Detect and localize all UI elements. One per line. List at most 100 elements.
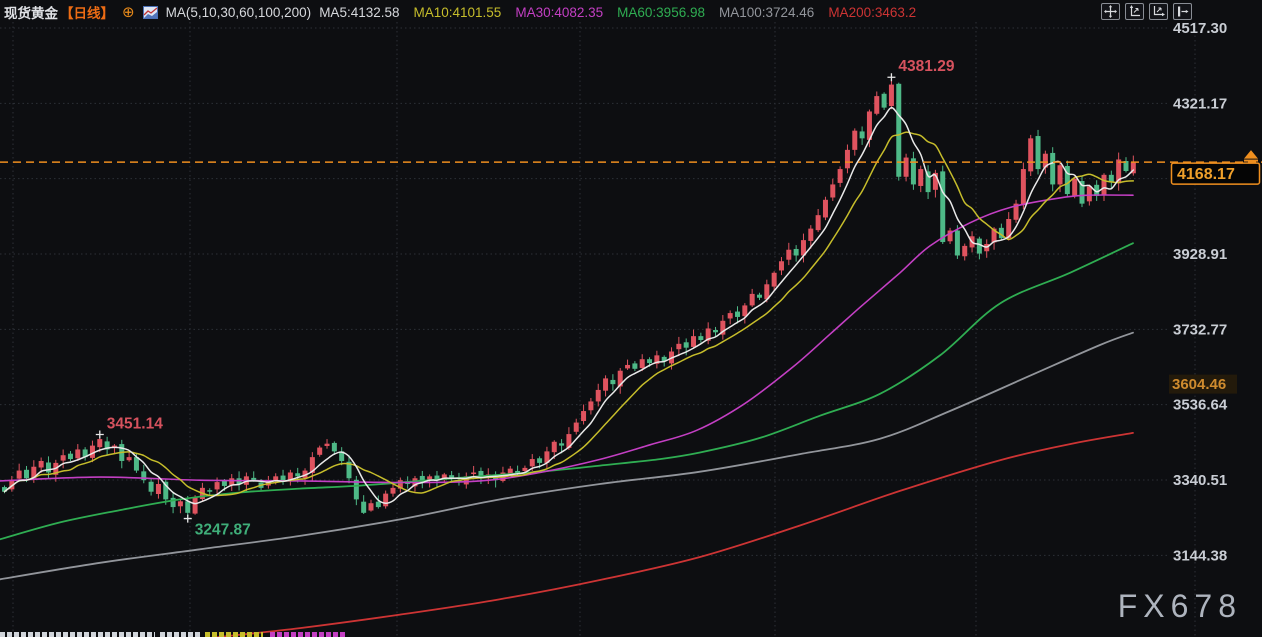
period-selector[interactable]: 【日线】 bbox=[60, 6, 114, 21]
candle-body bbox=[309, 457, 315, 473]
candle-body bbox=[111, 445, 117, 448]
candle-body bbox=[661, 356, 667, 362]
alert-price-box bbox=[1169, 374, 1237, 394]
candle-body bbox=[214, 482, 220, 490]
candle-body bbox=[837, 169, 843, 183]
candle-body bbox=[1079, 180, 1085, 204]
candle-body bbox=[31, 466, 37, 479]
candle-body bbox=[749, 293, 755, 306]
ma-legend-value-3: MA60:3956.98 bbox=[617, 4, 705, 20]
candle-body bbox=[771, 272, 777, 287]
candle-body bbox=[617, 370, 623, 387]
ma-legend-value-2: MA30:4082.35 bbox=[515, 4, 604, 20]
candle-body bbox=[23, 469, 29, 479]
last-price-arrow-icon[interactable] bbox=[1244, 150, 1258, 159]
candle-body bbox=[397, 480, 403, 489]
candle-body bbox=[998, 227, 1004, 239]
candle-body bbox=[163, 481, 169, 500]
candle-body bbox=[720, 320, 726, 335]
add-indicator-icon[interactable]: ⊕ bbox=[122, 4, 135, 21]
candle-body bbox=[588, 401, 594, 411]
axis-price-label: 3340.51 bbox=[1173, 472, 1227, 489]
candle-body bbox=[89, 445, 95, 458]
candle-body bbox=[419, 475, 425, 483]
candle-body bbox=[1101, 174, 1107, 196]
candle-body bbox=[852, 130, 858, 150]
candle-body bbox=[559, 443, 565, 446]
candle-body bbox=[991, 228, 997, 243]
candle-body bbox=[1035, 136, 1041, 170]
candle-body bbox=[632, 363, 638, 369]
candle-body bbox=[126, 457, 132, 461]
ma10-line bbox=[3, 131, 1135, 497]
axis-price-label: 3536.64 bbox=[1173, 397, 1228, 414]
candle-body bbox=[522, 467, 528, 471]
axis-price-label: 3144.38 bbox=[1173, 547, 1227, 564]
candle-body bbox=[947, 230, 953, 242]
candle-body bbox=[581, 411, 587, 422]
candle-body bbox=[45, 462, 51, 473]
candle-body bbox=[324, 443, 330, 446]
candle-body bbox=[2, 487, 7, 492]
clipped-legend-segment bbox=[205, 632, 263, 637]
candle-body bbox=[676, 343, 682, 350]
candle-body bbox=[727, 313, 733, 319]
candle-body bbox=[67, 453, 73, 460]
candle-body bbox=[918, 169, 924, 186]
axis-price-label: 4517.30 bbox=[1173, 20, 1227, 37]
candle-body bbox=[566, 434, 572, 448]
candle-body bbox=[603, 378, 609, 391]
chart-type-icon[interactable] bbox=[142, 5, 158, 19]
candle-body bbox=[705, 328, 711, 341]
axis-price-label: 4321.17 bbox=[1173, 95, 1227, 112]
ma200-line bbox=[211, 432, 1134, 637]
y-axis-scale-icon[interactable] bbox=[1125, 3, 1144, 20]
candle-body bbox=[441, 474, 447, 481]
candle-body bbox=[1042, 153, 1048, 168]
x-axis-scale-icon[interactable] bbox=[1149, 3, 1168, 20]
clipped-legend-segment bbox=[160, 632, 200, 637]
ma-legend-value-0: MA5:4132.58 bbox=[319, 4, 400, 20]
last-price-arrow-base bbox=[1244, 159, 1258, 162]
candle-body bbox=[859, 131, 865, 139]
candle-body bbox=[368, 503, 374, 511]
candle-body bbox=[229, 478, 235, 486]
ma-legend-value-5: MA200:3463.2 bbox=[828, 4, 917, 20]
candle-body bbox=[515, 470, 521, 474]
annotation-cross-icon bbox=[183, 514, 192, 523]
candle-body bbox=[1094, 184, 1100, 196]
candle-body bbox=[317, 447, 323, 455]
candle-body bbox=[815, 215, 821, 231]
candle-body bbox=[478, 470, 484, 479]
candle-body bbox=[573, 422, 579, 432]
candle-body bbox=[903, 157, 909, 177]
fx678-watermark: FX678 bbox=[1117, 588, 1242, 624]
candle-body bbox=[529, 459, 535, 467]
candle-body bbox=[647, 359, 653, 364]
candle-body bbox=[9, 480, 15, 490]
candle-body bbox=[1050, 152, 1056, 185]
candle-body bbox=[434, 475, 440, 481]
annotation-low-label: 3247.87 bbox=[195, 522, 251, 539]
candle-body bbox=[302, 470, 308, 478]
candle-body bbox=[691, 336, 697, 347]
candle-body bbox=[60, 455, 66, 461]
annotation-cross-icon bbox=[95, 430, 104, 439]
candle-body bbox=[383, 493, 389, 507]
candle-body bbox=[954, 230, 960, 256]
candle-body bbox=[1006, 219, 1012, 239]
candle-body bbox=[910, 158, 916, 185]
ma-legend-value-1: MA10:4101.55 bbox=[413, 4, 502, 20]
candle-body bbox=[16, 470, 22, 479]
candle-body bbox=[639, 359, 645, 369]
symbol-name: 现货黄金 bbox=[4, 6, 58, 21]
candle-body bbox=[925, 171, 931, 193]
candle-body bbox=[177, 501, 183, 507]
candle-body bbox=[698, 336, 704, 340]
candle-body bbox=[866, 111, 872, 140]
pan-icon[interactable] bbox=[1101, 3, 1120, 20]
pane-shift-icon[interactable] bbox=[1173, 3, 1192, 20]
candle-body bbox=[82, 449, 88, 458]
candle-body bbox=[221, 480, 227, 486]
